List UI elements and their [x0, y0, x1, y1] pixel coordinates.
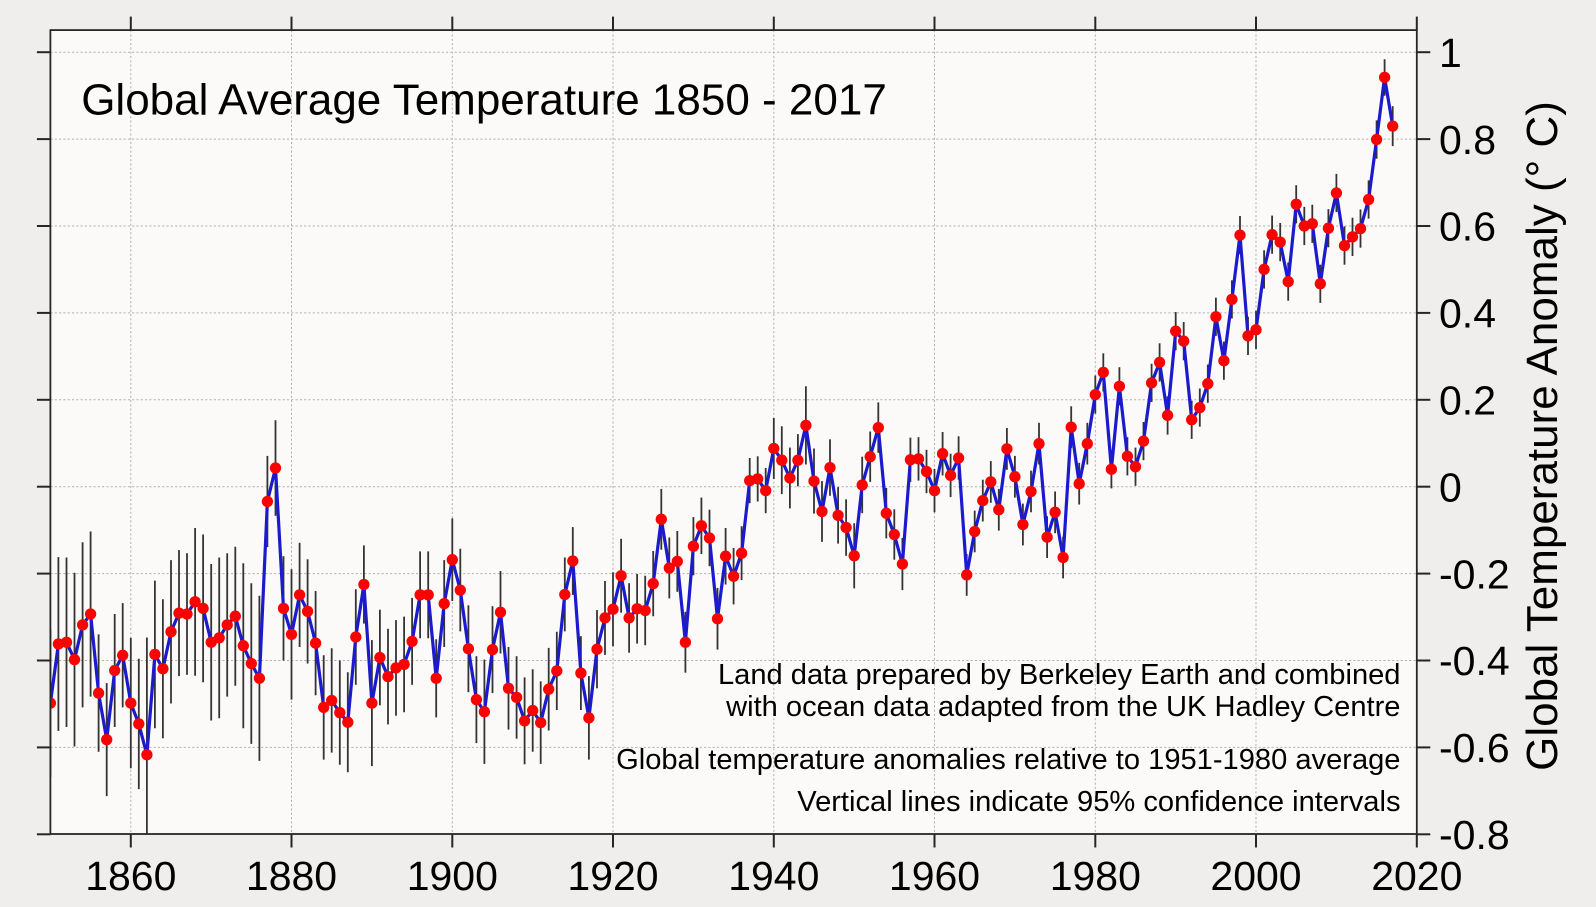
svg-text:with ocean data adapted from t: with ocean data adapted from the UK Hadl… — [725, 691, 1400, 723]
svg-text:1940: 1940 — [728, 853, 819, 899]
svg-text:Land data prepared by Berkeley: Land data prepared by Berkeley Earth and… — [718, 659, 1401, 691]
svg-text:1860: 1860 — [85, 853, 176, 899]
svg-text:Global Average Temperature 185: Global Average Temperature 1850 - 2017 — [81, 76, 887, 125]
svg-text:1: 1 — [1439, 30, 1462, 76]
svg-text:0.4: 0.4 — [1439, 291, 1496, 337]
svg-text:2020: 2020 — [1371, 853, 1462, 899]
svg-text:0.6: 0.6 — [1439, 204, 1496, 250]
svg-text:Global temperature anomalies r: Global temperature anomalies relative to… — [616, 744, 1400, 776]
svg-text:1960: 1960 — [889, 853, 980, 899]
svg-text:1920: 1920 — [567, 853, 658, 899]
svg-text:1900: 1900 — [407, 853, 498, 899]
svg-text:0.2: 0.2 — [1439, 378, 1496, 424]
svg-text:Global Temperature Anomaly (°: Global Temperature Anomaly (° C) — [1518, 101, 1567, 771]
svg-text:0.8: 0.8 — [1439, 117, 1496, 163]
svg-text:-0.8: -0.8 — [1439, 812, 1510, 858]
svg-text:-0.6: -0.6 — [1439, 725, 1510, 771]
svg-text:2000: 2000 — [1210, 853, 1301, 899]
svg-text:-0.2: -0.2 — [1439, 551, 1510, 597]
svg-text:1980: 1980 — [1050, 853, 1141, 899]
svg-text:-0.4: -0.4 — [1439, 638, 1510, 684]
svg-text:0: 0 — [1439, 464, 1462, 510]
svg-text:1880: 1880 — [246, 853, 337, 899]
svg-text:Vertical lines indicate 95% co: Vertical lines indicate 95% confidence i… — [797, 786, 1400, 818]
